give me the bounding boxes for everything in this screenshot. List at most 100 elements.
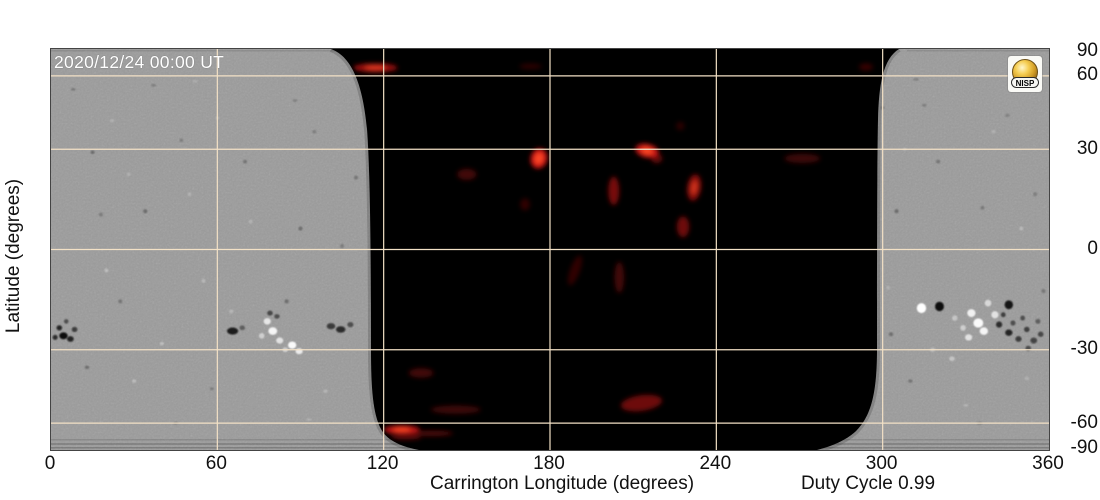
negative-polarity-region: [84, 365, 90, 370]
negative-polarity-region: [1010, 320, 1016, 326]
negative-polarity-region: [936, 159, 941, 164]
positive-polarity-region: [323, 389, 328, 393]
plot-area: [50, 48, 1050, 451]
x-axis-title: Carrington Longitude (degrees): [430, 473, 695, 494]
negative-polarity-region: [98, 212, 103, 217]
negative-polarity-region: [1004, 300, 1013, 310]
y-axis: Latitude (degrees): [0, 0, 28, 500]
negative-polarity-region: [1030, 337, 1038, 344]
x-tick-label: 0: [44, 453, 56, 474]
duty-cycle-label: Duty Cycle 0.99: [800, 473, 936, 494]
nisp-logo: NISP: [1008, 56, 1042, 92]
negative-polarity-region: [71, 326, 78, 333]
x-tick-label: 180: [533, 453, 565, 474]
negative-polarity-region: [1005, 113, 1010, 117]
negative-polarity-region: [1024, 326, 1030, 333]
negative-polarity-region: [143, 209, 148, 214]
farside-detection-core: [534, 152, 544, 164]
farside-detection: [390, 434, 422, 440]
negative-polarity-region: [59, 332, 68, 340]
negative-polarity-region: [227, 327, 239, 335]
positive-polarity-region: [159, 341, 164, 346]
negative-polarity-region: [1041, 289, 1046, 294]
positive-polarity-region: [201, 278, 206, 283]
farside-detection: [608, 176, 620, 206]
negative-polarity-region: [312, 129, 317, 134]
negative-polarity-region: [239, 325, 246, 331]
negative-polarity-region: [52, 334, 58, 340]
positive-polarity-region: [973, 318, 984, 328]
negative-polarity-region: [1037, 331, 1044, 337]
positive-polarity-region: [306, 418, 312, 421]
farside-detection: [620, 394, 663, 412]
positive-polarity-region: [967, 309, 976, 318]
y-axis-title: Latitude (degrees): [3, 178, 24, 334]
negative-polarity-region: [340, 243, 345, 249]
negative-polarity-region: [90, 150, 95, 155]
negative-polarity-region: [151, 83, 157, 87]
x-tick-label: 360: [1032, 453, 1064, 474]
negative-polarity-region: [284, 299, 289, 304]
farside-detection-core: [364, 65, 387, 71]
farside-detection: [784, 153, 821, 164]
y-tick-label: -30: [1070, 338, 1098, 360]
negative-polarity-region: [67, 336, 74, 342]
map-canvas: [51, 49, 1049, 450]
positive-polarity-region: [126, 172, 131, 177]
positive-polarity-region: [991, 311, 999, 319]
farside-detection: [519, 63, 542, 70]
positive-polarity-region: [229, 309, 234, 314]
negative-polarity-region: [56, 325, 63, 331]
negative-polarity-region: [888, 332, 894, 337]
farside-detection: [520, 198, 530, 211]
negative-polarity-region: [1033, 192, 1038, 197]
negative-polarity-region: [922, 103, 927, 107]
positive-polarity-region: [949, 356, 955, 362]
negative-polarity-region: [292, 99, 298, 102]
farside-detection: [430, 405, 481, 414]
negative-polarity-region: [935, 301, 944, 312]
x-tick-label: 60: [205, 453, 227, 474]
farside-detection-core: [392, 427, 411, 433]
farside-detection: [408, 430, 453, 437]
positive-polarity-region: [960, 324, 966, 331]
negative-polarity-region: [354, 175, 358, 180]
negative-polarity-region: [1000, 312, 1006, 318]
positive-polarity-region: [1019, 226, 1024, 231]
farside-detection: [457, 168, 477, 181]
negative-polarity-region: [996, 321, 1003, 328]
x-tick-label: 240: [699, 453, 732, 474]
positive-polarity-region: [288, 341, 297, 349]
negative-polarity-region: [347, 322, 354, 328]
positive-polarity-region: [979, 327, 989, 335]
farside-detection: [651, 153, 663, 164]
x-tick-label: 120: [366, 453, 399, 474]
negative-polarity-region: [1005, 329, 1013, 336]
positive-polarity-region: [965, 334, 973, 341]
limb-shading-right: [816, 49, 901, 450]
negative-polarity-region: [1015, 336, 1022, 342]
farside-detection-core: [690, 180, 698, 195]
y-tick-label: 60: [1076, 64, 1098, 86]
negative-polarity-region: [179, 138, 184, 142]
positive-polarity-region: [963, 403, 969, 407]
negative-polarity-region: [209, 387, 214, 391]
farside-detection: [676, 216, 690, 238]
observation-date-label: 2020/12/24 00:00 UT: [54, 52, 225, 72]
positive-polarity-region: [258, 332, 265, 339]
farside-detection: [567, 255, 582, 286]
negative-polarity-region: [335, 326, 346, 333]
negative-polarity-region: [243, 159, 247, 164]
x-tick-label: 300: [865, 453, 898, 474]
farside-detection: [676, 121, 685, 131]
positive-polarity-region: [984, 299, 992, 307]
positive-polarity-region: [916, 303, 927, 314]
positive-polarity-region: [263, 318, 271, 325]
negative-polarity-region: [894, 209, 899, 214]
y-tick-label: 30: [1076, 137, 1098, 159]
positive-polarity-region: [104, 268, 109, 273]
negative-polarity-region: [70, 88, 76, 91]
positive-polarity-region: [268, 327, 278, 335]
negative-polarity-region: [326, 323, 336, 330]
